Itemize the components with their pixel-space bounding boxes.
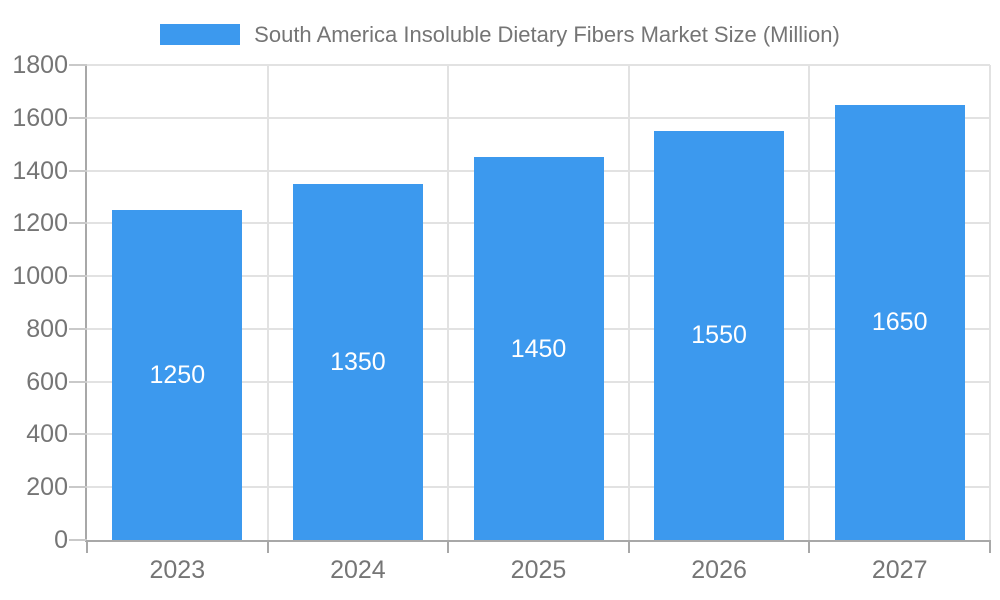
y-axis-label-1800: 1800 [12, 51, 68, 79]
gridline-1800 [87, 64, 990, 66]
y-axis-tick-400 [69, 433, 87, 436]
gridline-x-5 [989, 65, 991, 540]
y-axis-label-600: 600 [26, 367, 68, 396]
gridline-x-3 [627, 65, 630, 540]
x-axis-label-2027: 2027 [871, 556, 928, 584]
bar-2027[interactable]: 1650 [834, 104, 965, 540]
x-axis-tick-5 [989, 540, 991, 553]
chart-title: South America Insoluble Dietary Fibers M… [254, 22, 840, 47]
y-axis-tick-1000 [69, 275, 87, 278]
x-axis-tick-2 [447, 540, 450, 553]
y-axis-tick-0 [69, 539, 87, 541]
x-axis-label-2024: 2024 [330, 556, 386, 584]
bar-2026[interactable]: 1550 [654, 130, 785, 540]
x-axis-label-2025: 2025 [510, 556, 567, 584]
y-axis-label-0: 0 [54, 526, 68, 554]
bar-value-label-2027: 1650 [871, 308, 928, 337]
bar-2024[interactable]: 1350 [292, 183, 423, 540]
y-axis-tick-200 [69, 486, 87, 489]
y-axis-tick-600 [69, 380, 87, 383]
y-axis-line [85, 65, 87, 540]
y-axis-label-400: 400 [26, 420, 68, 449]
y-axis-tick-1600 [69, 116, 87, 119]
x-axis-line [85, 540, 990, 542]
gridline-x-1 [266, 65, 269, 540]
x-axis-tick-0 [86, 540, 88, 553]
plot-area: 1250 1350 1450 1550 1650 [85, 64, 991, 542]
bar-value-label-2024: 1350 [330, 347, 386, 376]
bar-2023[interactable]: 1250 [112, 210, 243, 540]
x-axis-tick-3 [627, 540, 630, 553]
x-axis-label-2026: 2026 [691, 556, 747, 584]
y-axis-tick-1400 [69, 169, 87, 172]
bar-value-label-2026: 1550 [691, 321, 747, 350]
y-axis-tick-1800 [69, 64, 87, 66]
y-axis-label-1400: 1400 [12, 156, 68, 185]
y-axis-tick-800 [69, 327, 87, 330]
y-axis-label-200: 200 [26, 473, 68, 502]
gridline-x-4 [808, 65, 811, 540]
legend-swatch[interactable] [160, 24, 241, 45]
x-axis-tick-4 [808, 540, 811, 553]
y-axis-label-1600: 1600 [12, 103, 68, 132]
bar-2025[interactable]: 1450 [473, 157, 604, 540]
y-axis-label-1000: 1000 [12, 262, 68, 291]
y-axis-tick-1200 [69, 222, 87, 225]
chart-legend: South America Insoluble Dietary Fibers M… [0, 22, 1000, 47]
gridline-1600 [87, 116, 990, 119]
bar-value-label-2023: 1250 [149, 361, 206, 390]
y-axis-label-1200: 1200 [12, 209, 68, 238]
gridline-x-2 [447, 65, 450, 540]
x-axis-label-2023: 2023 [149, 556, 206, 584]
x-axis-tick-1 [266, 540, 269, 553]
bar-value-label-2025: 1450 [510, 334, 567, 363]
y-axis-label-800: 800 [26, 314, 68, 343]
